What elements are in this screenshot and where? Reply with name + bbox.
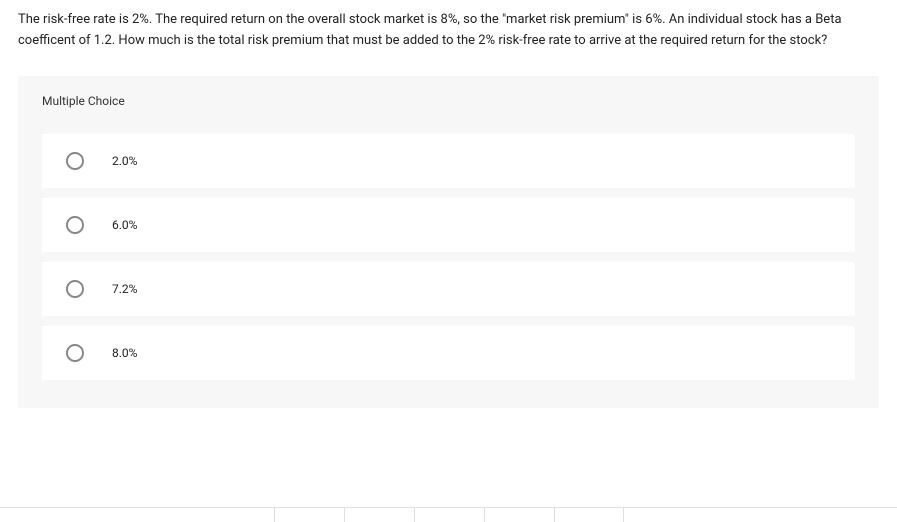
nav-segment[interactable] — [414, 508, 484, 522]
radio-icon[interactable] — [66, 280, 84, 298]
section-label: Multiple Choice — [18, 94, 879, 124]
nav-segment[interactable] — [484, 508, 554, 522]
radio-icon[interactable] — [66, 344, 84, 362]
option-row[interactable]: 7.2% — [42, 262, 855, 316]
nav-segment[interactable] — [554, 508, 624, 522]
option-label: 6.0% — [112, 218, 137, 232]
question-text: The risk-free rate is 2%. The required r… — [18, 10, 879, 52]
nav-segment[interactable] — [344, 508, 414, 522]
radio-icon[interactable] — [66, 152, 84, 170]
answer-container: Multiple Choice 2.0% 6.0% 7.2% 8.0% — [18, 76, 879, 408]
option-label: 7.2% — [112, 282, 137, 296]
option-row[interactable]: 6.0% — [42, 198, 855, 252]
option-label: 2.0% — [112, 154, 137, 168]
option-label: 8.0% — [112, 346, 137, 360]
nav-segment[interactable] — [274, 508, 344, 522]
bottom-nav-bar — [0, 507, 897, 521]
option-row[interactable]: 8.0% — [42, 326, 855, 380]
option-row[interactable]: 2.0% — [42, 134, 855, 188]
radio-icon[interactable] — [66, 216, 84, 234]
